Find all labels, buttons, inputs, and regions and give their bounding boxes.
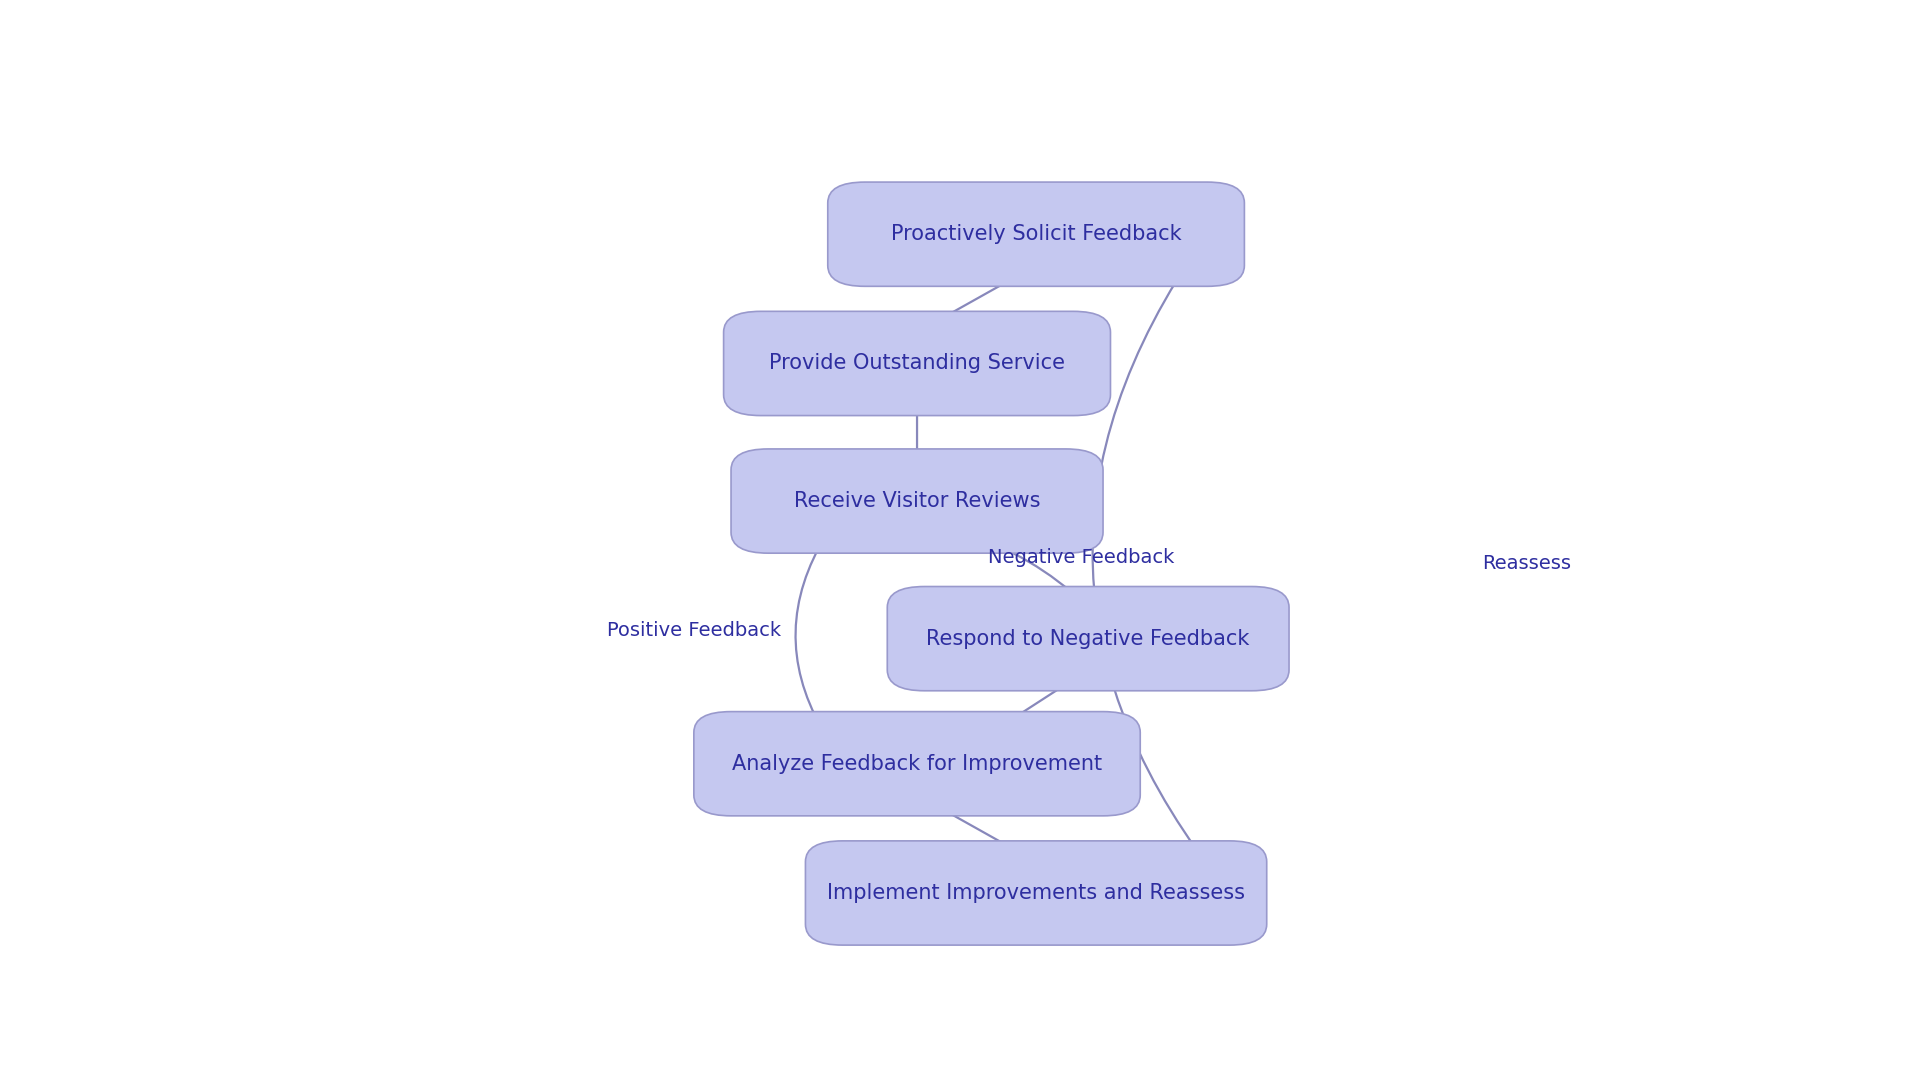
FancyBboxPatch shape (828, 182, 1244, 286)
FancyBboxPatch shape (693, 712, 1140, 815)
Text: Negative Feedback: Negative Feedback (987, 548, 1173, 567)
Text: Reassess: Reassess (1482, 554, 1572, 573)
FancyBboxPatch shape (732, 449, 1102, 553)
Text: Respond to Negative Feedback: Respond to Negative Feedback (927, 628, 1250, 649)
Text: Receive Visitor Reviews: Receive Visitor Reviews (793, 491, 1041, 511)
Text: Provide Outstanding Service: Provide Outstanding Service (770, 353, 1066, 374)
Text: Proactively Solicit Feedback: Proactively Solicit Feedback (891, 224, 1181, 244)
Text: Positive Feedback: Positive Feedback (607, 621, 781, 640)
Text: Implement Improvements and Reassess: Implement Improvements and Reassess (828, 883, 1244, 903)
FancyBboxPatch shape (724, 311, 1110, 416)
FancyBboxPatch shape (887, 587, 1288, 691)
Text: Analyze Feedback for Improvement: Analyze Feedback for Improvement (732, 754, 1102, 773)
FancyBboxPatch shape (806, 840, 1267, 945)
